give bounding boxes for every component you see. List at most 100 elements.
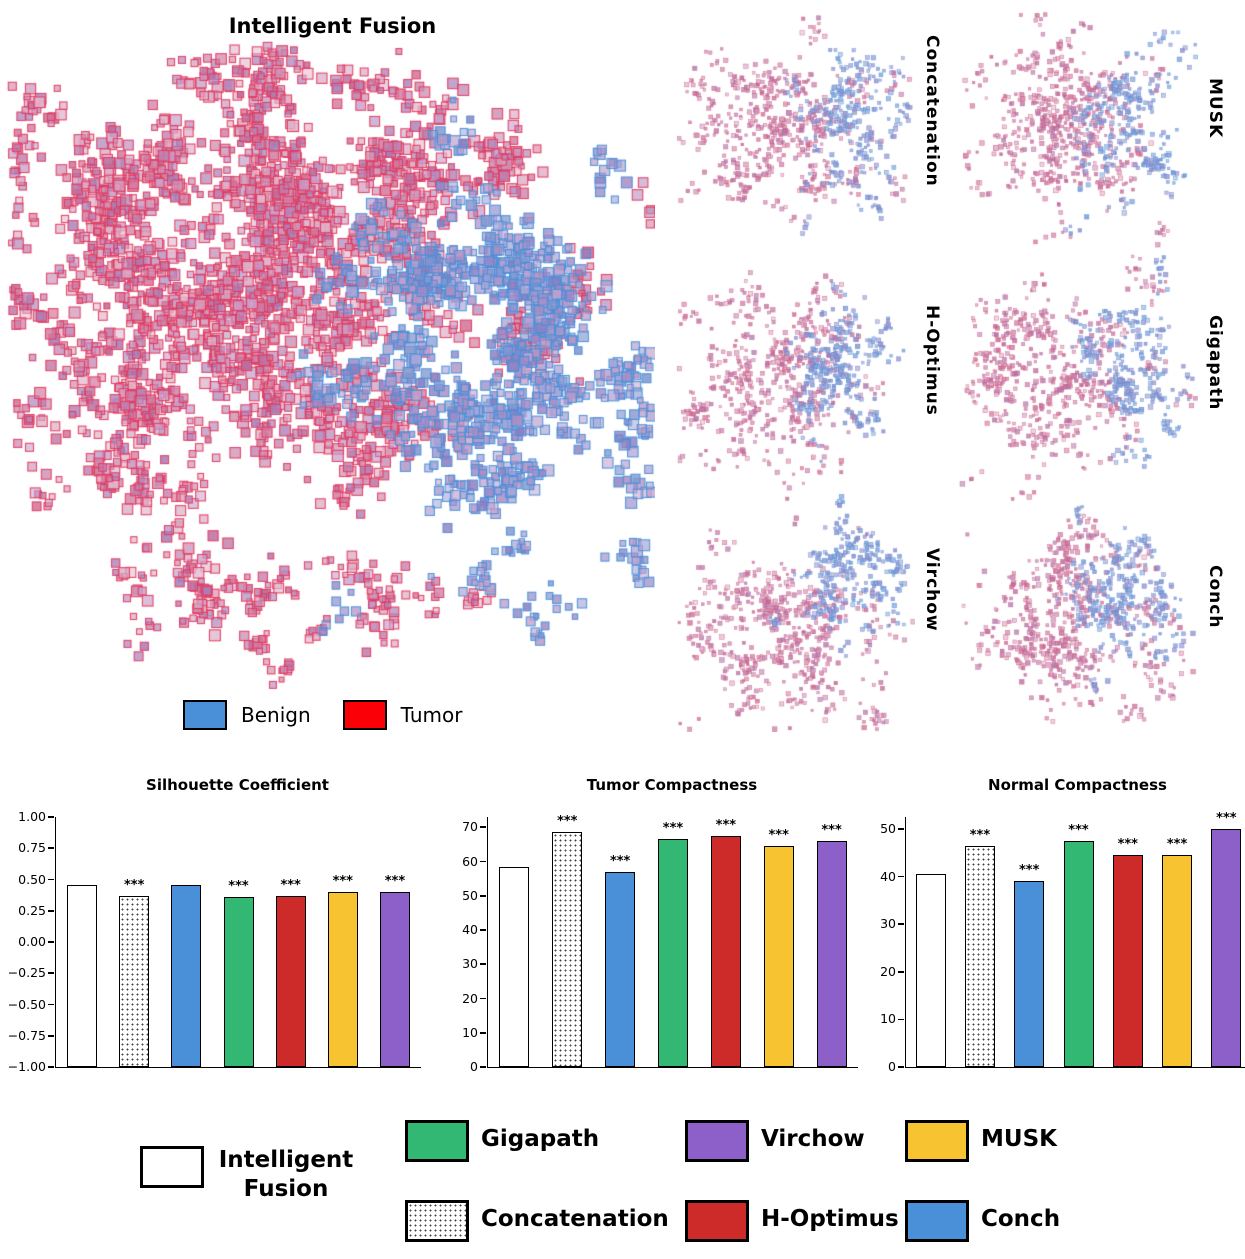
legend-label: Virchow bbox=[761, 1126, 865, 1152]
significance-marker: *** bbox=[1068, 822, 1089, 838]
y-tick-label: 60 bbox=[462, 853, 478, 869]
bar-musk bbox=[763, 846, 794, 1067]
y-tick bbox=[898, 923, 904, 925]
y-tick-label: 0.25 bbox=[18, 902, 46, 918]
legend-label: H-Optimus bbox=[761, 1206, 899, 1232]
y-tick bbox=[480, 963, 486, 966]
legend-label: Intelligent Fusion bbox=[218, 1147, 354, 1202]
y-tick bbox=[898, 828, 904, 830]
y-tick-label: 10 bbox=[462, 1024, 478, 1040]
virchow-swatch bbox=[685, 1120, 749, 1162]
main-tsne-canvas bbox=[5, 38, 655, 696]
significance-marker: *** bbox=[662, 821, 684, 837]
y-tick bbox=[48, 816, 54, 818]
significance-marker: *** bbox=[228, 879, 249, 894]
bar-concatenation bbox=[964, 845, 995, 1067]
bar-gigapath bbox=[1063, 840, 1094, 1067]
bar-gigapath bbox=[223, 897, 254, 1067]
bar-conch bbox=[605, 871, 636, 1067]
y-tick bbox=[480, 997, 486, 1000]
y-tick bbox=[48, 1066, 54, 1068]
normal-compactness-chart: Normal Compactness 50 40 30 20 10 0 *** *** *** *… bbox=[873, 770, 1245, 1075]
silhouette-coefficient-chart: Silhouette Coefficient 1.00 0.75 0.50 0.25 0… bbox=[8, 770, 438, 1075]
y-tick bbox=[480, 1066, 486, 1068]
y-tick-label: 1.00 bbox=[18, 809, 46, 824]
legend-item-virchow: Virchow bbox=[685, 1120, 865, 1162]
bar-musk bbox=[1162, 855, 1193, 1067]
chart-plot-area: 1.00 0.75 0.50 0.25 0.00 −0.25 −0.50 −0.75 −1.00… bbox=[8, 809, 421, 1074]
conch-plot-label: Conch bbox=[1205, 565, 1225, 629]
y-tick bbox=[48, 1003, 54, 1006]
y-tick bbox=[48, 972, 54, 975]
gigapath-swatch bbox=[405, 1120, 469, 1162]
y-tick bbox=[898, 1066, 904, 1068]
bar-conch bbox=[1014, 881, 1045, 1067]
y-tick-label: 0 bbox=[470, 1059, 478, 1074]
benign-label: Benign bbox=[241, 703, 311, 727]
legend-item-h-optimus: H-Optimus bbox=[685, 1200, 899, 1242]
significance-marker: *** bbox=[969, 827, 991, 843]
significance-marker: *** bbox=[557, 814, 578, 830]
chart-plot-area: 50 40 30 20 10 0 *** *** *** *** *** *** bbox=[880, 811, 1245, 1074]
y-tick-label: 40 bbox=[880, 868, 896, 884]
conch-tsne-canvas bbox=[958, 488, 1198, 728]
tumor-label: Tumor bbox=[400, 703, 463, 727]
significance-marker: *** bbox=[1166, 837, 1188, 853]
h-optimus-tsne-canvas bbox=[675, 252, 915, 492]
y-tick bbox=[48, 909, 54, 912]
y-tick-label: 40 bbox=[462, 922, 478, 937]
chart-title: Normal Compactness bbox=[988, 776, 1167, 794]
concatenation-tsne-canvas bbox=[675, 8, 915, 248]
bar-intelligent-fusion bbox=[67, 884, 98, 1067]
y-tick-label: −0.75 bbox=[7, 1027, 46, 1043]
significance-marker: *** bbox=[124, 877, 145, 893]
legend-label: Conch bbox=[981, 1206, 1061, 1232]
y-tick-label: −1.00 bbox=[7, 1059, 46, 1074]
y-tick-label: 50 bbox=[462, 887, 478, 903]
y-tick-label: 0 bbox=[888, 1059, 896, 1074]
y-tick bbox=[898, 970, 904, 973]
h-optimus-plot-label: H-Optimus bbox=[922, 305, 942, 416]
musk-tsne-canvas bbox=[958, 8, 1198, 248]
bar-concatenation bbox=[552, 832, 583, 1067]
bar-intelligent-fusion bbox=[499, 866, 530, 1067]
significance-marker: *** bbox=[821, 822, 842, 838]
significance-marker: *** bbox=[1019, 863, 1040, 879]
significance-marker: *** bbox=[609, 853, 631, 869]
bar-musk bbox=[327, 892, 358, 1067]
bar-virchow bbox=[1211, 828, 1242, 1067]
h-optimus-swatch bbox=[685, 1200, 749, 1242]
tumor-swatch bbox=[342, 700, 387, 730]
main-plot-title: Intelligent Fusion bbox=[228, 14, 437, 38]
y-tick-label: 70 bbox=[462, 819, 478, 835]
legend-item-concatenation: Concatenation bbox=[405, 1200, 669, 1242]
y-tick bbox=[48, 1034, 54, 1037]
musk-swatch bbox=[905, 1120, 969, 1162]
significance-marker: *** bbox=[768, 828, 789, 844]
chart-title: Tumor Compactness bbox=[586, 776, 758, 794]
concatenation-swatch bbox=[405, 1200, 469, 1242]
gigapath-tsne-canvas bbox=[958, 252, 1198, 492]
y-tick bbox=[48, 847, 54, 850]
y-tick-label: 30 bbox=[462, 956, 478, 972]
y-tick bbox=[898, 875, 904, 878]
tumor-compactness-chart: Tumor Compactness 70 60 50 40 30 20 10 0 *** *** *… bbox=[455, 770, 875, 1075]
concatenation-plot-label: Concatenation bbox=[922, 35, 942, 187]
y-tick-label: 50 bbox=[880, 820, 896, 836]
y-tick bbox=[480, 860, 486, 863]
significance-marker: *** bbox=[715, 817, 737, 833]
significance-marker: *** bbox=[1117, 837, 1138, 853]
y-tick-label: 0.50 bbox=[18, 871, 46, 887]
virchow-plot-label: Virchow bbox=[922, 548, 942, 632]
virchow-tsne-canvas bbox=[675, 492, 915, 732]
gigapath-plot-label: Gigapath bbox=[1205, 315, 1225, 411]
bar-h-optimus bbox=[1112, 855, 1143, 1067]
y-tick-label: −0.50 bbox=[7, 996, 46, 1012]
bar-intelligent-fusion bbox=[915, 874, 946, 1067]
intelligent-fusion-swatch bbox=[140, 1146, 204, 1188]
legend-item-intelligent-fusion: Intelligent Fusion bbox=[140, 1146, 356, 1204]
conch-swatch bbox=[905, 1200, 969, 1242]
legend-label: Gigapath bbox=[481, 1126, 600, 1152]
legend-label: Concatenation bbox=[481, 1206, 669, 1232]
y-tick-label: 0.75 bbox=[18, 840, 46, 856]
